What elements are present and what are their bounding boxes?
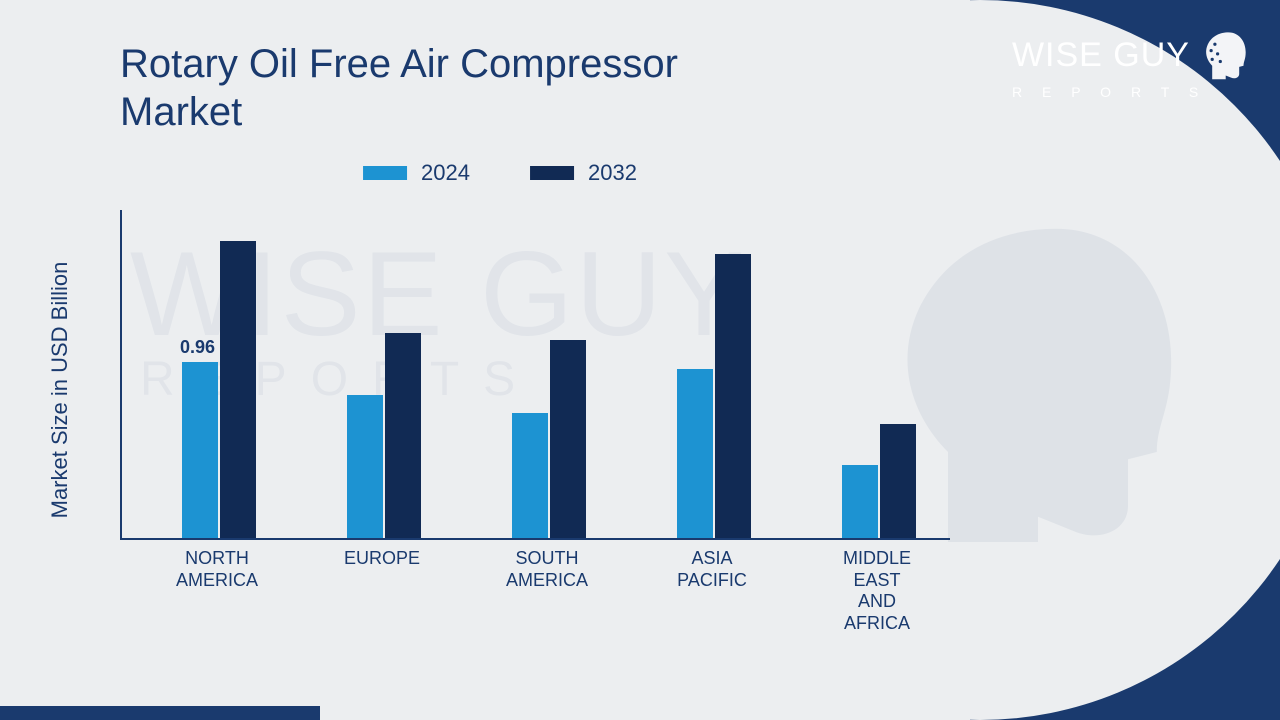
bar-group	[512, 340, 586, 538]
logo-text-main: WISE GUY	[1012, 38, 1190, 72]
chart-plot-area: 0.96	[120, 210, 950, 540]
bar-2024	[677, 369, 713, 538]
bar-2032	[220, 241, 256, 538]
chart-container: Market Size in USD Billion 2024 2032 0.9…	[50, 160, 950, 640]
legend-item-2032: 2032	[530, 160, 637, 186]
legend-swatch-2032	[530, 166, 574, 180]
x-axis-category-label: ASIAPACIFIC	[652, 548, 772, 591]
x-axis-category-label: SOUTHAMERICA	[487, 548, 607, 591]
legend-item-2024: 2024	[363, 160, 470, 186]
bar-2024	[182, 362, 218, 538]
bar-2024	[842, 465, 878, 538]
chart-title: Rotary Oil Free Air Compressor Market	[120, 40, 760, 136]
bar-group	[842, 424, 916, 538]
x-axis-category-label: MIDDLEEASTANDAFRICA	[817, 548, 937, 634]
bar-2032	[550, 340, 586, 538]
x-axis-category-label: NORTHAMERICA	[157, 548, 277, 591]
bar-2024	[347, 395, 383, 538]
bar-group	[347, 333, 421, 538]
bottom-accent-bar	[0, 706, 320, 720]
bar-2032	[385, 333, 421, 538]
logo-text-sub: R E P O R T S	[1012, 84, 1250, 100]
legend-label: 2032	[588, 160, 637, 186]
bar-value-label: 0.96	[180, 337, 215, 358]
x-axis-category-label: EUROPE	[322, 548, 442, 570]
bar-2024	[512, 413, 548, 538]
bar-2032	[880, 424, 916, 538]
bar-2032	[715, 254, 751, 538]
x-axis-labels: NORTHAMERICA EUROPE SOUTHAMERICA ASIAPACIFI…	[120, 540, 950, 640]
bar-group	[677, 254, 751, 538]
legend-label: 2024	[421, 160, 470, 186]
legend-swatch-2024	[363, 166, 407, 180]
bar-group	[182, 241, 256, 538]
brand-logo: WISE GUY R E P O R T S	[1012, 28, 1250, 100]
y-axis-label: Market Size in USD Billion	[47, 390, 73, 410]
head-icon	[1196, 28, 1250, 82]
chart-legend: 2024 2032	[363, 160, 637, 186]
